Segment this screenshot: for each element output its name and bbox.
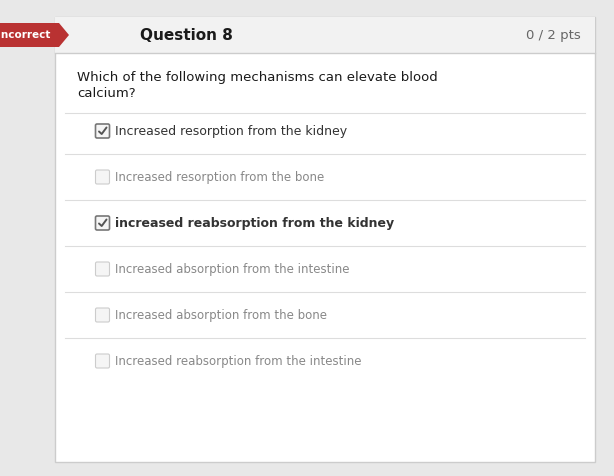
Text: Increased absorption from the intestine: Increased absorption from the intestine (115, 262, 349, 276)
Text: Incorrect: Incorrect (0, 30, 51, 40)
Text: Which of the following mechanisms can elevate blood: Which of the following mechanisms can el… (77, 71, 438, 84)
Text: Question 8: Question 8 (140, 28, 233, 42)
Text: calcium?: calcium? (77, 87, 136, 100)
FancyBboxPatch shape (96, 262, 109, 276)
Text: Increased absorption from the bone: Increased absorption from the bone (115, 308, 327, 321)
FancyBboxPatch shape (96, 124, 109, 138)
FancyBboxPatch shape (96, 170, 109, 184)
FancyBboxPatch shape (55, 17, 595, 53)
Polygon shape (0, 23, 69, 47)
Text: increased reabsorption from the kidney: increased reabsorption from the kidney (115, 217, 394, 229)
FancyBboxPatch shape (96, 354, 109, 368)
FancyBboxPatch shape (55, 17, 595, 462)
FancyBboxPatch shape (96, 308, 109, 322)
FancyBboxPatch shape (96, 216, 109, 230)
Text: Increased resorption from the bone: Increased resorption from the bone (115, 170, 324, 184)
Text: Increased resorption from the kidney: Increased resorption from the kidney (115, 125, 347, 138)
Text: Increased reabsorption from the intestine: Increased reabsorption from the intestin… (115, 355, 362, 367)
Text: 0 / 2 pts: 0 / 2 pts (526, 29, 581, 41)
